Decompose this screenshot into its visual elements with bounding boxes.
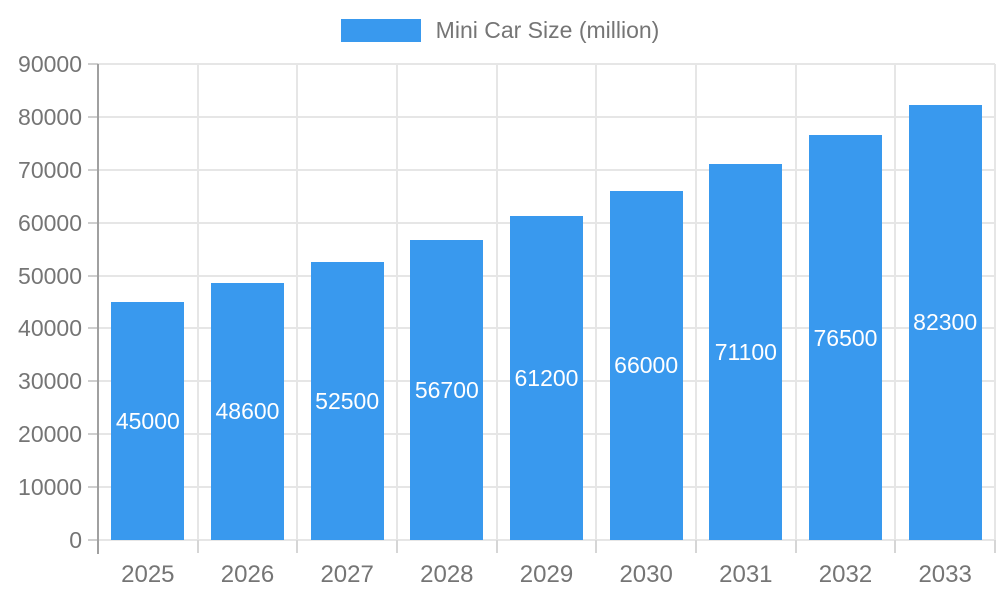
y-axis-tick [88,63,98,65]
y-axis-line [97,64,99,554]
x-gridline [495,64,498,540]
x-gridline [994,64,996,540]
bar[interactable] [809,135,882,540]
bar[interactable] [410,240,484,540]
x-gridline [794,64,797,540]
x-axis-label: 2032 [818,561,873,588]
y-axis-label: 60000 [18,209,82,236]
x-axis-label: 2027 [320,561,374,588]
y-axis-tick [88,327,98,330]
x-axis-tick [794,540,797,553]
x-axis-label: 2028 [420,561,474,588]
x-axis-tick [495,540,498,553]
y-axis-label: 0 [69,527,82,553]
y-axis-tick [88,274,98,277]
x-axis-label: 2033 [918,561,972,588]
x-axis-label: 2026 [220,561,275,588]
legend-item[interactable]: Mini Car Size (million) [340,17,660,44]
y-axis-tick [88,380,98,383]
y-axis-tick [88,115,98,118]
x-axis-label: 2029 [519,561,574,588]
x-axis-label: 2025 [121,561,175,588]
x-axis-tick [894,540,897,553]
x-axis-tick [595,540,598,553]
x-axis-tick [296,540,299,553]
y-axis-label: 90000 [18,51,82,77]
x-gridline [97,64,99,540]
x-gridline [396,64,398,540]
y-axis-tick [88,168,98,171]
bar[interactable] [111,302,185,540]
y-axis-label: 40000 [18,315,82,342]
x-gridline [196,64,199,540]
bar[interactable] [211,282,284,540]
y-axis-label: 30000 [18,368,82,395]
bar[interactable] [510,216,583,540]
x-axis-tick [396,540,398,553]
y-axis-tick [88,221,98,224]
y-axis-label: 20000 [18,421,82,448]
y-gridline [98,63,995,65]
legend-swatch [340,19,421,42]
x-axis-tick [97,540,99,553]
y-axis-label: 10000 [18,474,82,501]
y-axis-tick [88,539,98,541]
x-axis-tick [994,540,996,553]
y-axis-tick [88,486,98,489]
y-axis-label: 70000 [18,156,82,183]
bar[interactable] [709,163,783,540]
x-axis-tick [196,540,199,553]
x-gridline [296,64,299,540]
bar[interactable] [310,262,384,540]
x-axis-label: 2031 [719,561,773,588]
bar[interactable] [908,104,982,540]
x-gridline [595,64,598,540]
legend-label: Mini Car Size (million) [435,17,660,43]
bar[interactable] [609,190,683,540]
y-gridline [98,115,995,118]
x-axis-tick [695,540,697,553]
x-gridline [894,64,897,540]
x-axis-label: 2030 [619,561,673,588]
y-axis-tick [88,433,98,436]
x-gridline [695,64,697,540]
y-axis-label: 50000 [18,262,82,289]
legend: Mini Car Size (million) [0,17,1000,44]
y-axis-label: 80000 [18,103,82,130]
